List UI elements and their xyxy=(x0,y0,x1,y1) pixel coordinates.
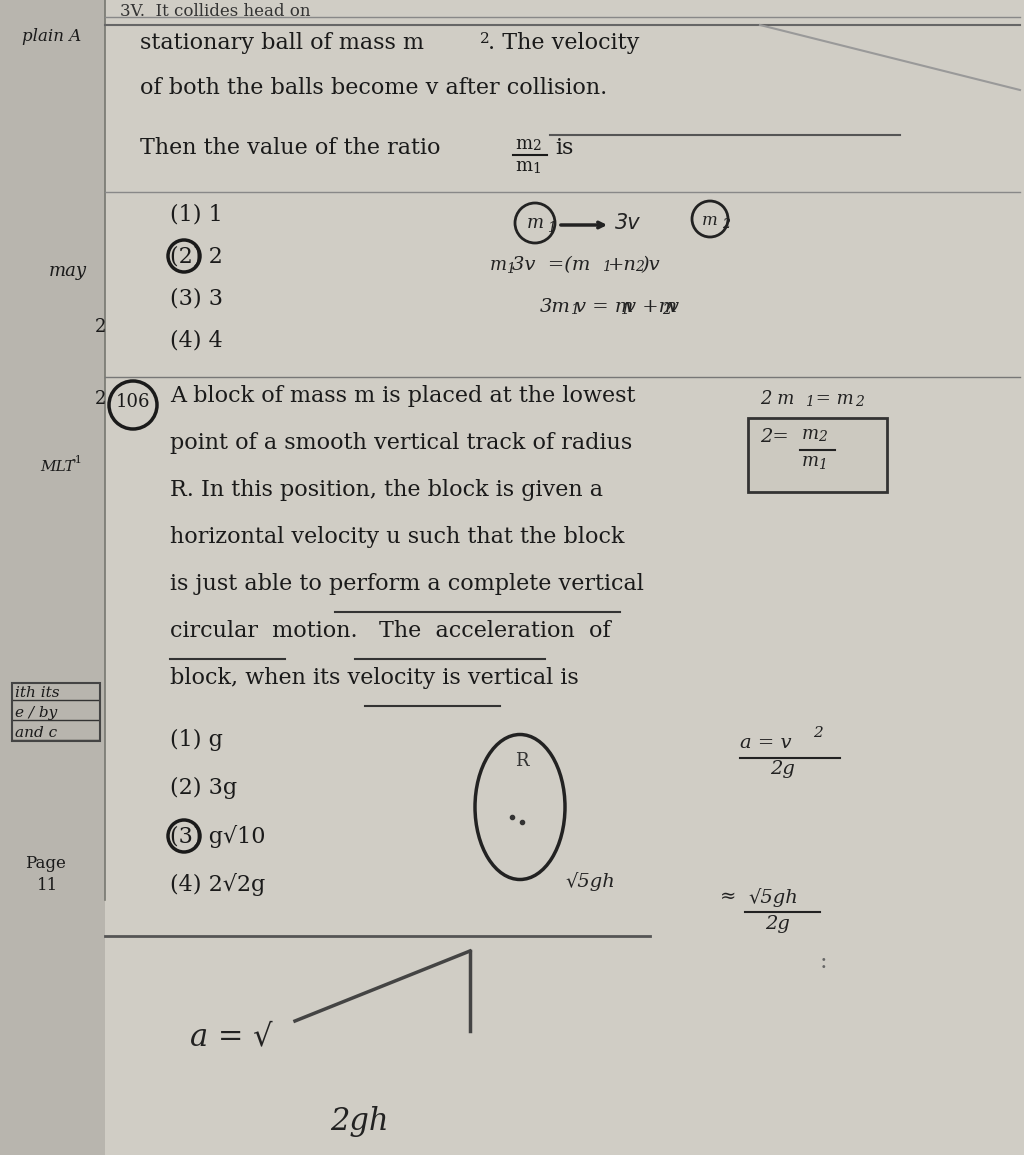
Text: 3m: 3m xyxy=(540,298,570,316)
Bar xyxy=(12,683,100,742)
Text: 2: 2 xyxy=(532,139,541,152)
Text: 2: 2 xyxy=(635,260,644,274)
Text: 1: 1 xyxy=(602,260,611,274)
Text: 2: 2 xyxy=(480,32,489,46)
Text: circular  motion.   The  acceleration  of: circular motion. The acceleration of xyxy=(170,620,610,642)
Text: m: m xyxy=(515,135,532,152)
Text: stationary ball of mass m: stationary ball of mass m xyxy=(140,32,424,54)
Text: R. In this position, the block is given a: R. In this position, the block is given … xyxy=(170,479,603,501)
Text: MLT: MLT xyxy=(40,460,75,474)
Text: +n: +n xyxy=(608,256,637,274)
Text: 2g: 2g xyxy=(765,915,790,933)
Text: 1: 1 xyxy=(620,303,629,316)
Text: ith its: ith its xyxy=(15,686,59,700)
Text: (3) g√10: (3) g√10 xyxy=(170,825,265,848)
Text: (1) 1: (1) 1 xyxy=(170,204,223,226)
Text: 2: 2 xyxy=(94,390,105,408)
Text: m: m xyxy=(802,452,819,470)
Text: (4) 4: (4) 4 xyxy=(170,330,223,352)
Bar xyxy=(0,0,105,900)
Text: :: : xyxy=(820,951,827,973)
Text: = m: = m xyxy=(810,390,854,408)
Text: m: m xyxy=(490,256,507,274)
Text: 2: 2 xyxy=(855,395,864,409)
Text: m: m xyxy=(515,157,532,176)
Text: v = m: v = m xyxy=(575,298,634,316)
Text: 1: 1 xyxy=(532,162,541,176)
Text: A block of mass m is placed at the lowest: A block of mass m is placed at the lowes… xyxy=(170,385,636,407)
Text: may: may xyxy=(49,262,87,280)
Text: a = v: a = v xyxy=(740,733,792,752)
Text: 2: 2 xyxy=(813,726,822,740)
Text: and c: and c xyxy=(15,726,57,740)
Text: 106: 106 xyxy=(116,393,151,411)
Text: 2: 2 xyxy=(94,318,105,336)
Text: 2: 2 xyxy=(818,430,826,444)
Text: 2: 2 xyxy=(662,303,671,316)
Text: √5gh: √5gh xyxy=(748,888,798,907)
Text: (1) g: (1) g xyxy=(170,729,223,751)
Text: e / by: e / by xyxy=(15,706,57,720)
Text: ≈: ≈ xyxy=(720,888,736,906)
Text: 1: 1 xyxy=(805,395,814,409)
Text: 11: 11 xyxy=(37,877,58,894)
Text: R: R xyxy=(515,752,528,770)
Text: 2=: 2= xyxy=(760,429,788,446)
Text: m: m xyxy=(526,214,544,232)
Text: √5gh: √5gh xyxy=(565,872,614,891)
Text: 2g: 2g xyxy=(770,760,795,778)
Bar xyxy=(105,0,1024,1155)
Text: 2gh: 2gh xyxy=(330,1106,388,1137)
Text: )v: )v xyxy=(641,256,659,274)
Text: 1: 1 xyxy=(818,459,826,472)
Text: point of a smooth vertical track of radius: point of a smooth vertical track of radi… xyxy=(170,432,632,454)
Text: . The velocity: . The velocity xyxy=(488,32,639,54)
Text: is just able to perform a complete vertical: is just able to perform a complete verti… xyxy=(170,573,644,595)
Text: Then the value of the ratio: Then the value of the ratio xyxy=(140,137,440,159)
Text: (4) 2√2g: (4) 2√2g xyxy=(170,873,265,896)
Text: m: m xyxy=(802,425,819,444)
Text: (2) 3g: (2) 3g xyxy=(170,777,238,799)
Text: 3v  =(m: 3v =(m xyxy=(512,256,591,274)
Text: 2: 2 xyxy=(722,218,730,231)
Text: 3v: 3v xyxy=(615,213,641,233)
Text: (2) 2: (2) 2 xyxy=(170,246,223,268)
Text: Page: Page xyxy=(25,855,66,872)
Text: -1: -1 xyxy=(72,455,83,465)
Text: m: m xyxy=(702,213,718,229)
FancyBboxPatch shape xyxy=(748,418,887,492)
Text: 1: 1 xyxy=(506,262,515,276)
Text: 1: 1 xyxy=(570,303,579,316)
Text: of both the balls become v after collision.: of both the balls become v after collisi… xyxy=(140,77,607,99)
Text: a = √: a = √ xyxy=(190,1021,272,1052)
Text: plain A: plain A xyxy=(23,28,82,45)
Text: block, when its velocity is vertical is: block, when its velocity is vertical is xyxy=(170,666,579,690)
Text: 3V.  It collides head on: 3V. It collides head on xyxy=(120,3,310,20)
Text: 2 m: 2 m xyxy=(760,390,795,408)
Text: v +m: v +m xyxy=(625,298,677,316)
Text: is: is xyxy=(555,137,573,159)
Text: horizontal velocity u such that the block: horizontal velocity u such that the bloc… xyxy=(170,526,625,547)
Text: v: v xyxy=(667,298,678,316)
Text: (3) 3: (3) 3 xyxy=(170,288,223,310)
Text: 1: 1 xyxy=(547,221,556,234)
